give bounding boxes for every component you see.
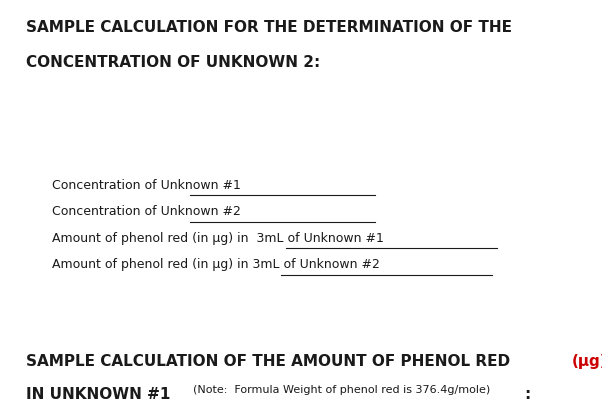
Text: (μg): (μg) [572,354,602,369]
Text: IN UNKNOWN #1: IN UNKNOWN #1 [26,387,176,402]
Text: Amount of phenol red (in μg) in  3mL of Unknown #1: Amount of phenol red (in μg) in 3mL of U… [52,232,384,245]
Text: Concentration of Unknown #2: Concentration of Unknown #2 [52,205,241,218]
Text: SAMPLE CALCULATION OF THE AMOUNT OF PHENOL RED: SAMPLE CALCULATION OF THE AMOUNT OF PHEN… [26,354,515,369]
Text: CONCENTRATION OF UNKNOWN 2:: CONCENTRATION OF UNKNOWN 2: [26,55,320,70]
Text: Amount of phenol red (in μg) in 3mL of Unknown #2: Amount of phenol red (in μg) in 3mL of U… [52,258,380,271]
Text: :: : [524,387,530,402]
Text: Concentration of Unknown #1: Concentration of Unknown #1 [52,179,241,192]
Text: SAMPLE CALCULATION FOR THE DETERMINATION OF THE: SAMPLE CALCULATION FOR THE DETERMINATION… [26,20,512,35]
Text: (Note:  Formula Weight of phenol red is 376.4g/mole): (Note: Formula Weight of phenol red is 3… [193,385,490,395]
